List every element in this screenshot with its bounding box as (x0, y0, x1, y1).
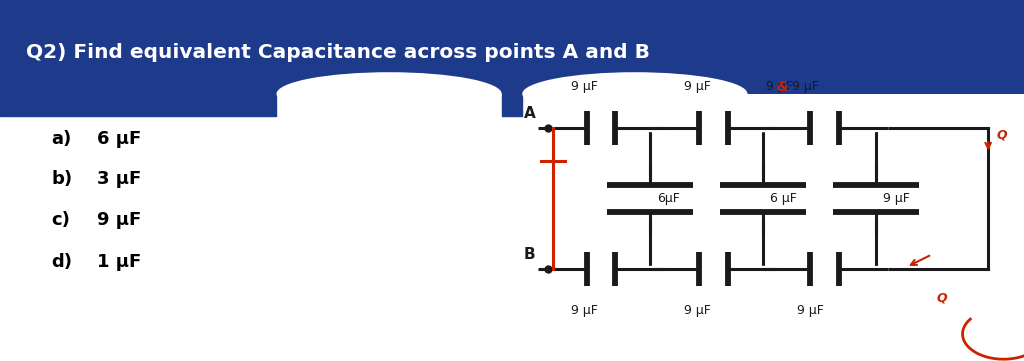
Ellipse shape (276, 72, 502, 116)
Text: b): b) (51, 170, 73, 188)
Text: a): a) (51, 130, 72, 148)
Text: 3 μF: 3 μF (97, 170, 141, 188)
Text: d): d) (51, 253, 73, 271)
FancyBboxPatch shape (0, 0, 1024, 94)
Ellipse shape (522, 72, 748, 116)
Text: Q: Q (996, 129, 1007, 142)
Text: Q: Q (937, 291, 947, 304)
Text: B: B (524, 247, 536, 262)
Text: 9 μF: 9 μF (571, 304, 598, 317)
Text: &: & (776, 80, 788, 93)
Text: 9 μF: 9 μF (797, 304, 823, 317)
Text: 9 μF: 9 μF (684, 80, 711, 93)
Text: 9 μF: 9 μF (766, 80, 793, 93)
Text: Q2) Find equivalent Capacitance across points A and B: Q2) Find equivalent Capacitance across p… (26, 43, 649, 62)
Text: 1 μF: 1 μF (97, 253, 141, 271)
Text: 9 μF: 9 μF (883, 192, 909, 205)
Text: 9 μF: 9 μF (97, 211, 141, 229)
Text: c): c) (51, 211, 70, 229)
Text: 9 μF: 9 μF (792, 80, 818, 93)
Text: 6 μF: 6 μF (770, 192, 797, 205)
Text: A: A (524, 106, 536, 121)
Text: 9 μF: 9 μF (684, 304, 711, 317)
Text: 6 μF: 6 μF (97, 130, 141, 148)
Text: 6μF: 6μF (657, 192, 680, 205)
Text: 9 μF: 9 μF (571, 80, 598, 93)
